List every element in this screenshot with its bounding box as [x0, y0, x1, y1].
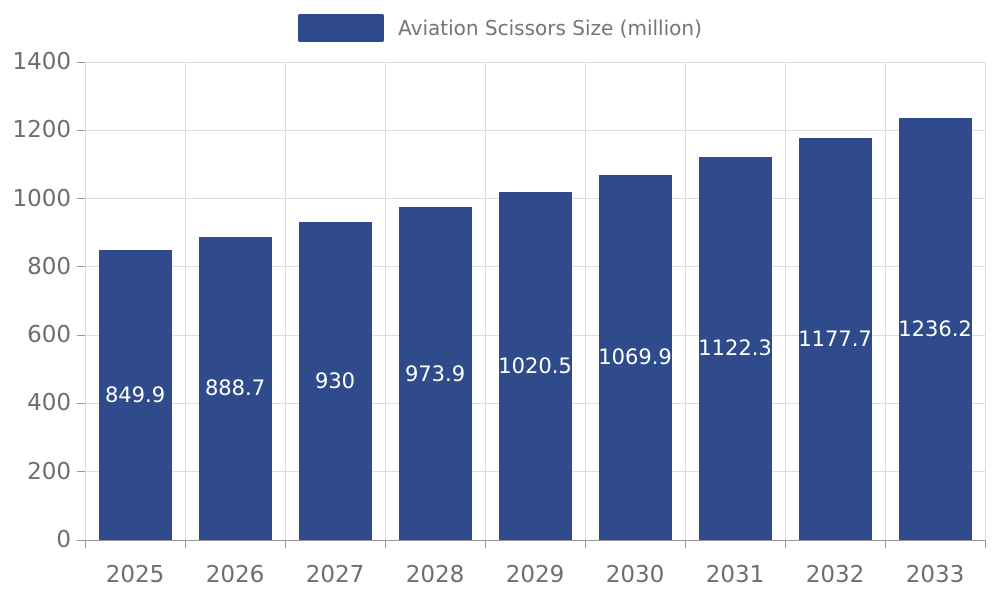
x-axis-tick-label: 2033 — [905, 562, 965, 588]
x-axis-tick — [784, 540, 786, 548]
x-axis-tick-label: 2028 — [405, 562, 465, 588]
y-axis-tick-label: 1200 — [12, 117, 71, 144]
bar-2030[interactable] — [598, 174, 672, 540]
v-gridline — [984, 62, 986, 540]
h-gridline — [85, 129, 985, 131]
x-axis-tick — [584, 540, 586, 548]
y-axis-tick-label: 600 — [27, 322, 71, 349]
x-axis-tick — [184, 540, 186, 548]
v-gridline — [284, 62, 286, 540]
x-axis-tick-label: 2027 — [305, 562, 365, 588]
chart-legend[interactable]: Aviation Scissors Size (million) — [0, 14, 1000, 42]
bar-value-label: 888.7 — [204, 376, 266, 401]
y-axis-tick — [77, 198, 85, 200]
y-axis-tick — [77, 129, 85, 131]
y-axis-tick-label: 1000 — [12, 185, 71, 212]
y-axis-tick-label: 800 — [27, 253, 71, 280]
x-axis-tick — [484, 540, 486, 548]
bar-2027[interactable] — [298, 222, 372, 540]
y-axis-tick — [77, 334, 85, 336]
h-gridline — [85, 61, 985, 63]
bar-2033[interactable] — [898, 117, 972, 540]
v-gridline — [384, 62, 386, 540]
x-axis-tick-label: 2026 — [205, 562, 265, 588]
bar-value-label: 1020.5 — [498, 353, 572, 378]
x-axis-tick-label: 2032 — [805, 562, 865, 588]
y-axis-tick-label: 400 — [27, 390, 71, 417]
bar-2026[interactable] — [198, 236, 272, 540]
bar-value-label: 1069.9 — [598, 345, 672, 370]
bar-2028[interactable] — [398, 207, 472, 540]
bar-value-label: 973.9 — [404, 361, 466, 386]
v-gridline — [84, 62, 86, 540]
x-axis-tick — [684, 540, 686, 548]
x-axis-tick-label: 2030 — [605, 562, 665, 588]
bar-2032[interactable] — [798, 137, 872, 540]
bar-value-label: 1122.3 — [698, 336, 772, 361]
x-axis-tick — [84, 540, 86, 548]
x-axis-tick-label: 2031 — [705, 562, 765, 588]
x-axis-tick-label: 2029 — [505, 562, 565, 588]
v-gridline — [484, 62, 486, 540]
legend-label: Aviation Scissors Size (million) — [398, 16, 702, 40]
y-axis-tick — [77, 539, 85, 541]
y-axis-tick-label: 1400 — [12, 49, 71, 75]
y-axis-tick — [77, 471, 85, 473]
x-axis-tick — [384, 540, 386, 548]
y-axis-tick-label: 200 — [27, 458, 71, 485]
v-gridline — [184, 62, 186, 540]
x-axis-tick — [984, 540, 986, 548]
x-axis-tick — [884, 540, 886, 548]
bar-2025[interactable] — [98, 249, 172, 540]
bar-2031[interactable] — [698, 156, 772, 540]
y-axis-tick — [77, 266, 85, 268]
v-gridline — [584, 62, 586, 540]
legend-swatch — [298, 14, 385, 42]
v-gridline — [784, 62, 786, 540]
bar-2029[interactable] — [498, 191, 572, 540]
x-axis-tick-label: 2025 — [105, 562, 165, 588]
v-gridline — [884, 62, 886, 540]
x-axis-tick — [284, 540, 286, 548]
v-gridline — [684, 62, 686, 540]
bar-value-label: 1177.7 — [798, 326, 872, 351]
y-axis-tick-label: 0 — [56, 527, 71, 553]
x-axis-line — [85, 539, 985, 541]
bar-value-label: 930 — [314, 369, 356, 394]
bar-value-label: 1236.2 — [898, 316, 972, 341]
y-axis-tick — [77, 402, 85, 404]
bar-value-label: 849.9 — [104, 382, 166, 407]
y-axis-tick — [77, 61, 85, 63]
